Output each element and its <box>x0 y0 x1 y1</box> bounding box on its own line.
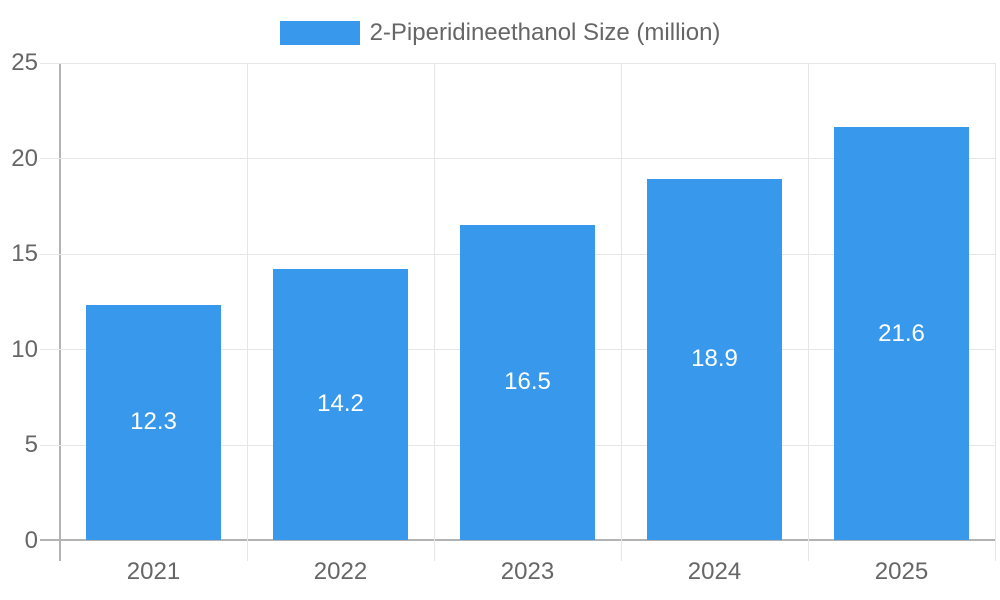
x-gridline <box>994 63 996 561</box>
bar-2025[interactable]: 21.6 <box>834 127 969 540</box>
bar-value-label: 14.2 <box>317 390 364 418</box>
y-axis-tick-label: 20 <box>11 144 38 172</box>
x-gridline <box>246 63 248 561</box>
y-axis-tick-label: 25 <box>11 49 38 76</box>
x-axis-tick-label: 2023 <box>500 558 555 585</box>
x-gridline <box>620 63 622 561</box>
x-axis-tick-label: 2024 <box>687 558 742 585</box>
legend[interactable]: 2-Piperidineethanol Size (million) <box>0 19 1000 47</box>
y-axis-tick-label: 15 <box>11 240 38 268</box>
bar-2024[interactable]: 18.9 <box>647 178 782 540</box>
y-gridline <box>40 62 995 64</box>
y-axis-tick-label: 5 <box>24 431 38 459</box>
y-axis-tick-label: 0 <box>24 527 38 554</box>
x-axis-tick-label: 2021 <box>126 558 181 585</box>
y-axis-tick-label: 10 <box>11 335 38 363</box>
bar-2022[interactable]: 14.2 <box>273 268 408 540</box>
legend-swatch-icon <box>279 21 360 45</box>
bar-2021[interactable]: 12.3 <box>86 304 221 540</box>
x-gridline <box>433 63 435 561</box>
x-axis-tick-label: 2025 <box>874 558 929 585</box>
bar-value-label: 21.6 <box>878 319 925 347</box>
x-axis-line <box>40 539 995 541</box>
x-gridline <box>807 63 809 561</box>
y-gridline <box>40 158 995 160</box>
bar-2023[interactable]: 16.5 <box>460 224 595 540</box>
bar-value-label: 18.9 <box>691 345 738 373</box>
bar-value-label: 12.3 <box>130 408 177 436</box>
bar-value-label: 16.5 <box>504 368 551 396</box>
legend-label: 2-Piperidineethanol Size (million) <box>369 19 721 46</box>
y-axis-line <box>59 63 61 561</box>
x-axis-tick-label: 2022 <box>313 558 368 585</box>
plot-area: 12.3 14.2 16.5 18.9 21.6 <box>40 62 996 561</box>
